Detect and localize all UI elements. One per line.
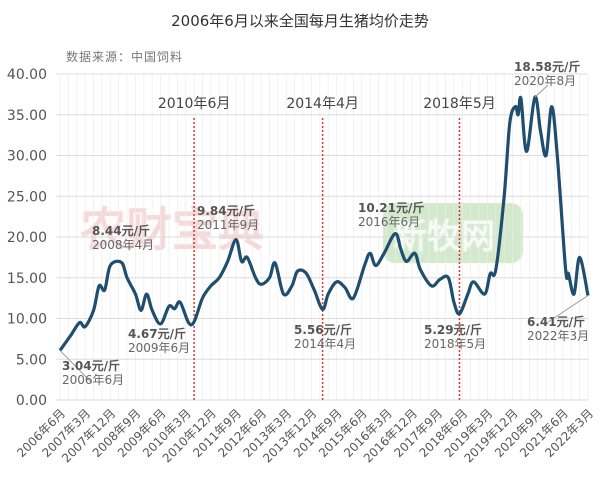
y-tick-label: 30.00 (7, 149, 47, 165)
annotation-leader-line (59, 350, 93, 384)
annotation-value: 18.58元/斤 (514, 59, 580, 74)
annotation-date: 2008年4月 (92, 238, 154, 252)
annotation-value: 4.67元/斤 (128, 326, 186, 341)
annotation-date: 2018年5月 (424, 337, 486, 351)
y-tick-label: 5.00 (16, 352, 47, 368)
y-tick-label: 40.00 (7, 67, 47, 83)
y-tick-label: 0.00 (16, 393, 47, 409)
price-series-line (58, 95, 590, 352)
annotation-value: 3.04元/斤 (62, 358, 120, 373)
annotation-value: 10.21元/斤 (358, 200, 424, 215)
annotation-date: 2011年9月 (197, 218, 259, 232)
annotation-date: 2020年8月 (514, 74, 576, 88)
y-tick-label: 15.00 (7, 271, 47, 287)
annotation-date: 2006年6月 (62, 373, 124, 387)
y-tick-label: 20.00 (7, 230, 47, 246)
annotation-value: 8.44元/斤 (92, 223, 150, 238)
y-tick-label: 25.00 (7, 189, 47, 205)
event-marker-label: 2010年6月 (158, 96, 231, 112)
chart-title: 2006年6月以来全国每月生猪均价走势 (171, 12, 429, 30)
annotation-date: 2014年4月 (294, 337, 356, 351)
chart-source: 数据来源：中国饲料 (66, 50, 184, 64)
annotation-date: 2022年3月 (527, 329, 589, 343)
annotation-value: 6.41元/斤 (527, 314, 585, 329)
annotation-date: 2009年6月 (128, 341, 190, 355)
annotation-value: 5.29元/斤 (424, 322, 482, 337)
annotation-value: 9.84元/斤 (197, 203, 255, 218)
y-tick-label: 35.00 (7, 108, 47, 124)
annotation-leader-line (534, 84, 549, 98)
event-marker-label: 2014年4月 (286, 96, 359, 112)
annotation-leader-line (547, 295, 589, 323)
annotation-date: 2016年6月 (358, 215, 420, 229)
annotation-value: 5.56元/斤 (294, 322, 352, 337)
y-tick-label: 10.00 (7, 312, 47, 328)
event-marker-label: 2018年5月 (423, 96, 496, 112)
